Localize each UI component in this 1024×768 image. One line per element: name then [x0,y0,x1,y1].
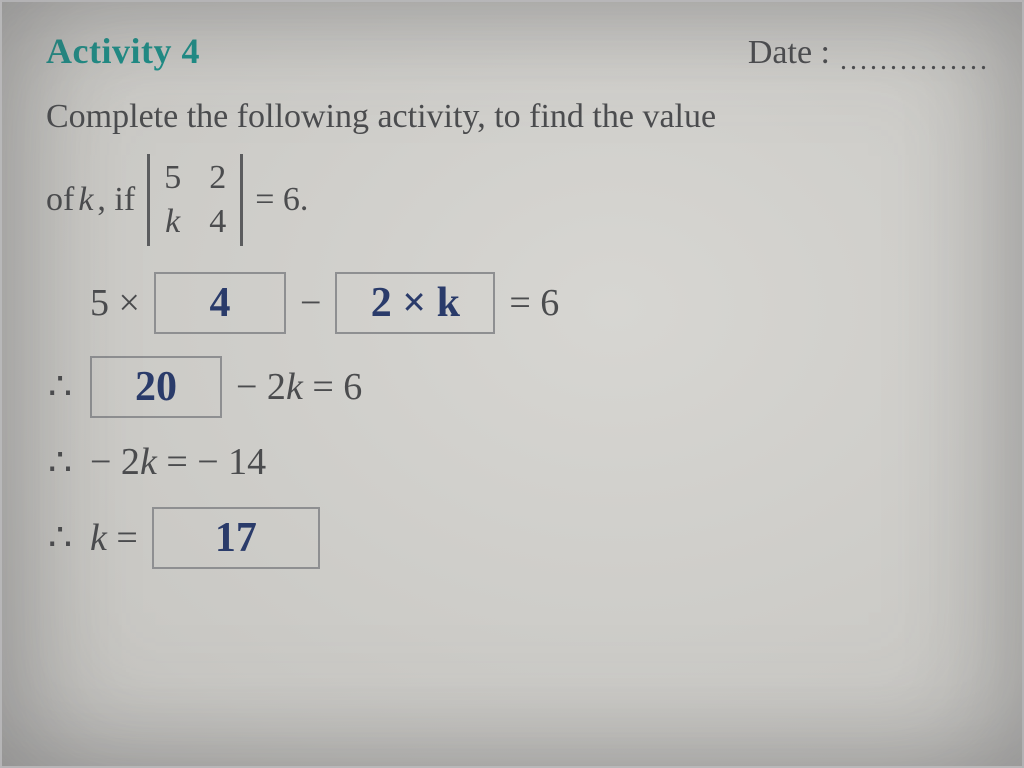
l4-pre: k = [90,516,138,560]
activity-label: Activity 4 [46,30,200,72]
work-line-1: 5 × 4 − 2 × k = 6 [48,272,990,334]
prefix-of: of [46,181,74,219]
answer-box-1: 4 [154,272,286,334]
det-d: 4 [209,203,226,241]
l3-text: − 2k = − 14 [90,440,266,484]
date-label: Date : [748,34,830,72]
l1-mid: − [300,281,321,325]
l4-k: k [90,517,107,559]
det-c: k [164,203,181,241]
page: Activity 4 Date : ............... Comple… [0,0,1024,768]
work-line-2: ∴ 20 − 2k = 6 [48,356,990,418]
l3-b: = − 14 [157,441,266,483]
answer-box-2: 2 × k [335,272,495,334]
instruction-line-1: Complete the following activity, to find… [46,94,990,140]
therefore-icon: ∴ [48,515,76,560]
date-area: Date : ............... [748,34,990,72]
variable-k: k [78,181,93,219]
l4-eq: = [107,517,138,559]
l1-pre: 5 × [90,281,140,325]
l1-post: = 6 [509,281,559,325]
l2-k: k [286,366,303,408]
det-bar-right [240,154,243,246]
header-row: Activity 4 Date : ............... [46,30,990,72]
l2-post-a: − 2 [236,366,286,408]
text-if: , if [97,181,135,219]
det-b: 2 [209,159,226,197]
work-line-4: ∴ k = 17 [48,507,990,569]
l3-k: k [140,441,157,483]
l2-post-b: = 6 [303,366,362,408]
l3-a: − 2 [90,441,140,483]
answer-box-3: 20 [90,356,222,418]
instruction-line-2: of k , if 5 2 k 4 = 6. [46,154,990,246]
det-a: 5 [164,159,181,197]
answer-box-4: 17 [152,507,320,569]
l2-post: − 2k = 6 [236,365,362,409]
work-line-3: ∴ − 2k = − 14 [48,440,990,485]
therefore-icon: ∴ [48,440,76,485]
determinant: 5 2 k 4 [147,154,243,246]
therefore-icon: ∴ [48,364,76,409]
det-equals: = 6. [255,181,308,219]
det-grid: 5 2 k 4 [150,159,240,241]
